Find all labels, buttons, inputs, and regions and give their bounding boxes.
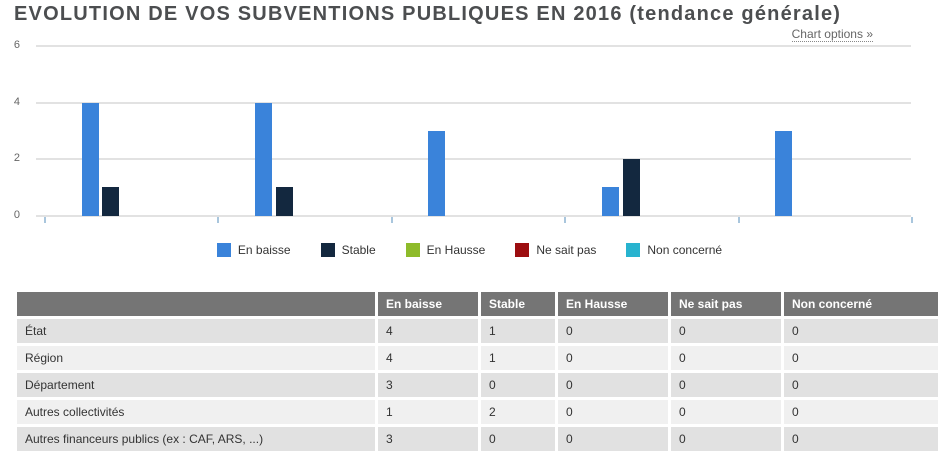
value-cell: 2 (478, 397, 558, 427)
value-cell: 0 (668, 343, 784, 373)
column-header: En Hausse (555, 289, 671, 319)
legend-color-swatch (320, 243, 335, 257)
legend-color-swatch (515, 243, 530, 257)
y-axis-tick-label: 2 (13, 152, 20, 164)
results-table: En baisse Stable En Hausse Ne sait pas Non c… (14, 289, 939, 454)
legend-label: Ne sait pas (536, 243, 597, 257)
column-header: Stable (478, 289, 558, 319)
value-cell: 0 (781, 343, 939, 373)
chart-bar (254, 102, 272, 216)
y-axis-tick-label: 0 (13, 208, 20, 221)
legend-label: En Hausse (426, 243, 486, 257)
legend-item[interactable]: Ne sait pas (515, 243, 596, 257)
gridline (36, 101, 911, 104)
column-header: Non concerné (781, 289, 939, 319)
gridline (36, 45, 911, 47)
table-row: Autres collectivités 1 2 0 0 0 (14, 397, 939, 427)
value-cell: 4 (375, 316, 481, 346)
y-axis-tick-label: 6 (13, 39, 20, 51)
value-cell: 1 (478, 316, 558, 346)
chart-bar (81, 102, 99, 216)
value-cell: 0 (555, 370, 671, 400)
legend-color-swatch (626, 243, 641, 257)
value-cell: 0 (478, 370, 558, 400)
column-header (14, 289, 378, 319)
table-row: Département 3 0 0 0 0 (14, 370, 939, 400)
chart-bar (428, 130, 446, 216)
table-row: Autres financeurs publics (ex : CAF, ARS… (14, 424, 939, 454)
value-cell: 3 (375, 424, 481, 454)
column-header: Ne sait pas (668, 289, 784, 319)
value-cell: 3 (375, 370, 481, 400)
x-axis-tick (564, 216, 567, 223)
value-cell: 0 (781, 397, 939, 427)
gridline (36, 158, 911, 160)
value-cell: 4 (375, 343, 481, 373)
value-cell: 0 (668, 370, 784, 400)
legend-label: Non concerné (647, 243, 723, 257)
chart-bar (601, 187, 619, 216)
y-axis-tick-label: 4 (13, 95, 20, 108)
value-cell: 1 (478, 343, 558, 373)
table-header-row: En baisse Stable En Hausse Ne sait pas Non c… (14, 289, 939, 319)
value-cell: 0 (555, 316, 671, 346)
value-cell: 1 (375, 397, 481, 427)
chart-legend: En baisse Stable En Hausse Ne sait pas Non c… (0, 243, 939, 257)
value-cell: 0 (781, 370, 939, 400)
chart-bar (102, 187, 120, 216)
legend-item[interactable]: Non concerné (626, 243, 722, 257)
value-cell: 0 (668, 397, 784, 427)
table-row: État 4 1 0 0 0 (14, 316, 939, 346)
row-label: Autres financeurs publics (ex : CAF, ARS… (14, 424, 378, 454)
value-cell: 0 (555, 343, 671, 373)
row-label: Région (14, 343, 378, 373)
legend-label: En baisse (237, 243, 291, 257)
value-cell: 0 (781, 424, 939, 454)
row-label: Autres collectivités (14, 397, 378, 427)
table-row: Région 4 1 0 0 0 (14, 343, 939, 373)
row-label: Département (14, 370, 378, 400)
value-cell: 0 (555, 397, 671, 427)
x-axis-tick (44, 216, 46, 223)
chart-options-link[interactable]: Chart options » (791, 27, 873, 42)
row-label: État (14, 316, 378, 346)
x-axis-tick (217, 216, 220, 223)
value-cell: 0 (555, 424, 671, 454)
value-cell: 0 (478, 424, 558, 454)
bar-chart: 0 2 4 6 (0, 39, 939, 240)
value-cell: 0 (781, 316, 939, 346)
x-axis-tick (737, 216, 740, 223)
legend-item[interactable]: Stable (320, 243, 376, 257)
legend-item[interactable]: En baisse (216, 243, 291, 257)
column-header: En baisse (375, 289, 481, 319)
gridline (36, 214, 911, 217)
results-table-body: État 4 1 0 0 0 Région 4 1 0 0 0 Département 3 0 0 0 0 Autr… (14, 316, 939, 454)
legend-label: Stable (341, 243, 376, 257)
x-axis-tick (390, 216, 393, 223)
value-cell: 0 (668, 316, 784, 346)
chart-bar (275, 187, 293, 216)
x-axis-tick (911, 216, 913, 223)
legend-color-swatch (216, 243, 231, 257)
chart-bar (622, 159, 640, 216)
value-cell: 0 (668, 424, 784, 454)
page-title: EVOLUTION DE VOS SUBVENTIONS PUBLIQUES E… (14, 3, 842, 25)
chart-bar (775, 130, 793, 216)
legend-item[interactable]: En Hausse (405, 243, 486, 257)
results-table-head: En baisse Stable En Hausse Ne sait pas Non c… (14, 289, 939, 319)
legend-color-swatch (405, 243, 420, 257)
